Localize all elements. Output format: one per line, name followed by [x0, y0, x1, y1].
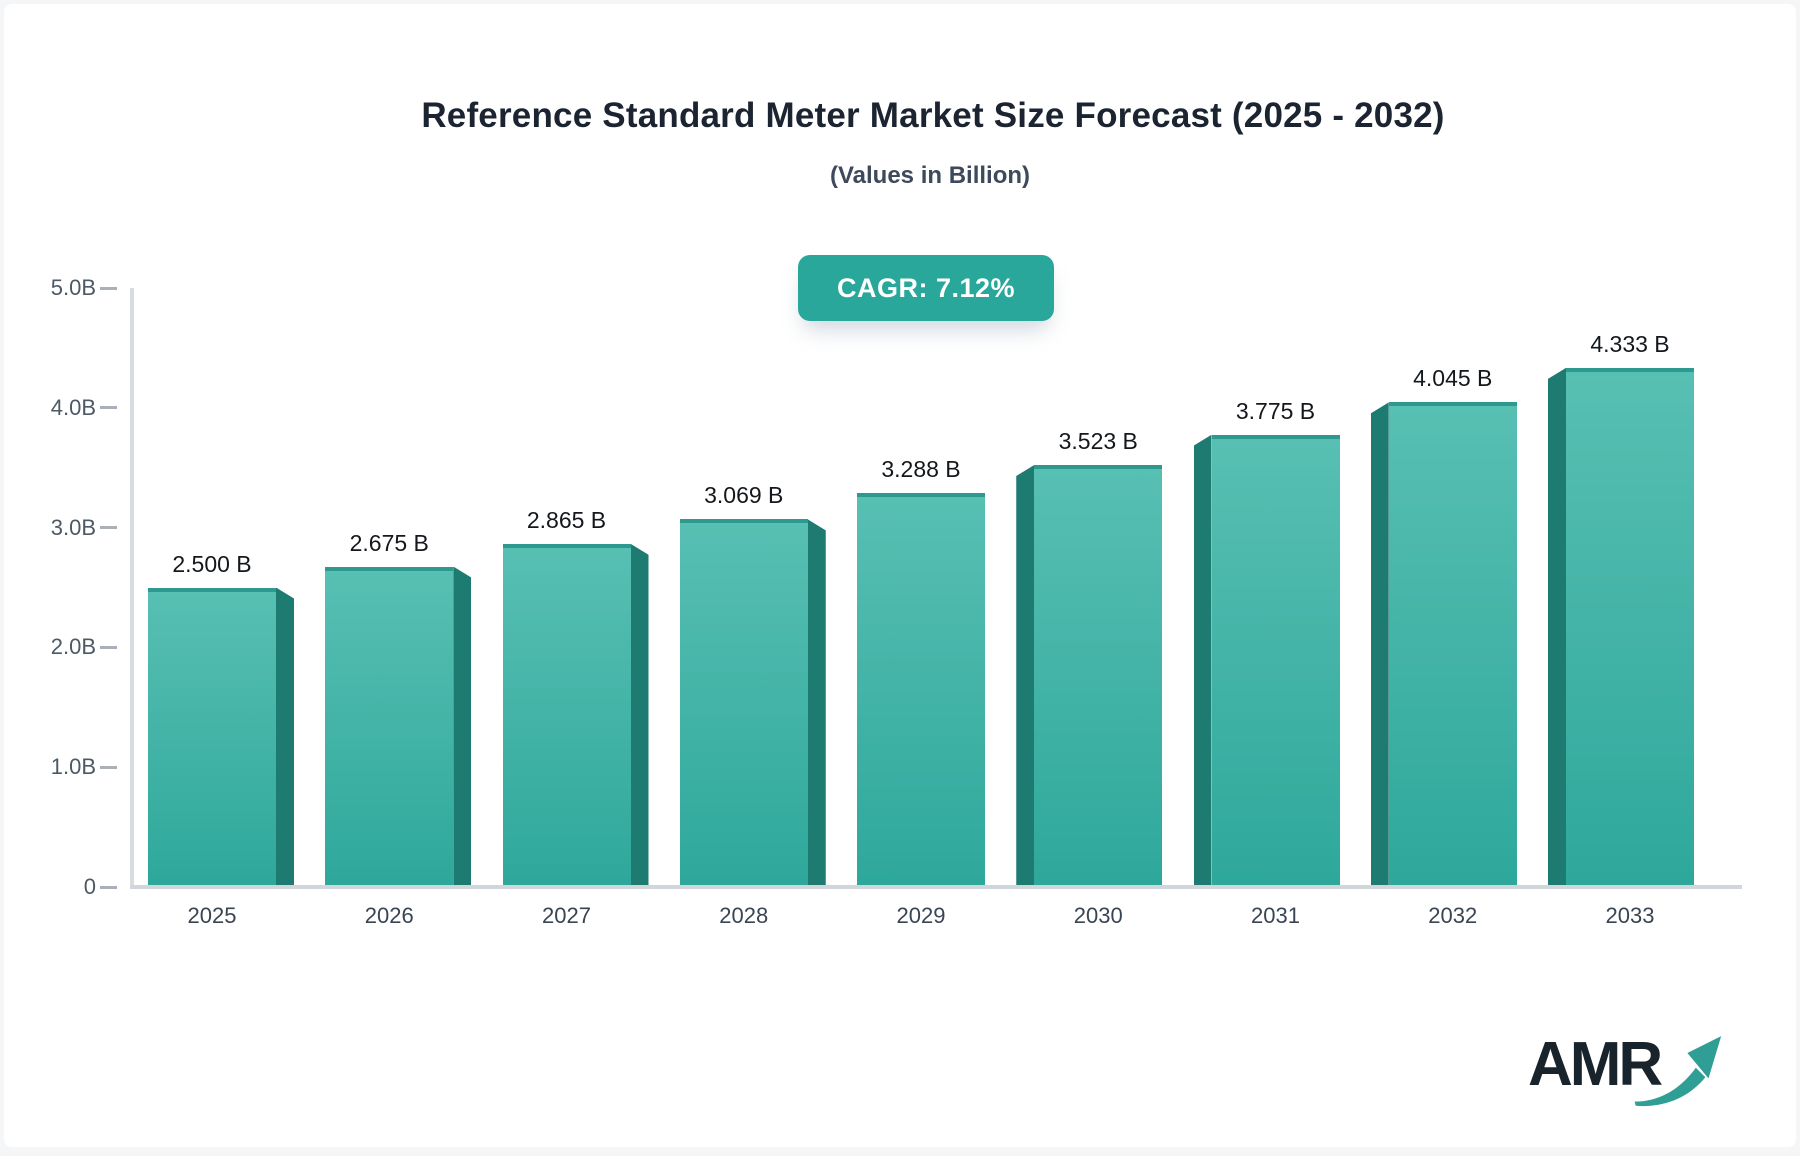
bar-side-face: [1370, 402, 1389, 885]
y-axis-tick: [100, 286, 117, 290]
bar-value-label: 2.675 B: [349, 529, 429, 556]
bar-2031[interactable]: [1211, 434, 1340, 885]
y-axis-tick: [100, 885, 117, 889]
bar-2033[interactable]: [1566, 367, 1694, 885]
bar-side-face: [1016, 464, 1035, 885]
y-axis-label: 5.0B: [50, 275, 96, 300]
bar-side-face: [276, 587, 294, 885]
bar-2026[interactable]: [325, 566, 454, 885]
bar-value-label: 3.069 B: [704, 482, 784, 509]
y-axis-label: 0: [83, 874, 96, 899]
chart-subtitle: (Values in Billion): [829, 162, 1031, 189]
x-axis-label: 2027: [542, 903, 591, 928]
y-axis-line: [130, 288, 134, 887]
x-axis-label: 2029: [896, 903, 946, 928]
y-axis-tick: [100, 765, 117, 769]
x-axis-label: 2025: [187, 903, 237, 928]
bar-side-face: [453, 566, 472, 885]
x-axis-baseline: [130, 885, 1742, 889]
bar-2032[interactable]: [1388, 402, 1517, 885]
cagr-badge-label: CAGR: 7.12%: [836, 272, 1016, 303]
chart-title: Reference Standard Meter Market Size For…: [421, 96, 1445, 135]
y-axis-tick: [100, 406, 117, 410]
bar-value-label: 2.865 B: [526, 506, 607, 533]
bar-2028[interactable]: [679, 519, 808, 885]
y-axis-label: 2.0B: [50, 634, 96, 660]
cagr-badge: CAGR: 7.12%: [798, 255, 1054, 321]
bar-side-face: [630, 543, 649, 885]
x-axis-label: 2031: [1251, 903, 1300, 928]
bar-side-face: [1193, 434, 1212, 885]
x-axis-label: 2030: [1073, 903, 1123, 928]
bar-2030[interactable]: [1034, 464, 1163, 885]
x-axis-label: 2026: [364, 903, 414, 928]
trend-up-arrow-icon: [1634, 1036, 1722, 1107]
y-axis-label: 4.0B: [50, 394, 96, 420]
bar-side-face: [807, 519, 826, 885]
bar-2029[interactable]: [857, 493, 985, 885]
bar-value-label: 3.288 B: [881, 456, 961, 483]
bar-2025[interactable]: [148, 587, 276, 885]
bar-value-label: 3.523 B: [1058, 427, 1138, 454]
y-axis-tick: [100, 526, 117, 530]
x-axis-label: 2033: [1605, 903, 1655, 928]
bar-value-label: 4.333 B: [1590, 330, 1670, 357]
bar-value-label: 4.045 B: [1413, 365, 1493, 392]
y-axis-label: 3.0B: [50, 514, 96, 540]
bar-value-label: 2.500 B: [172, 550, 252, 577]
amr-logo-text: AMR: [1528, 1030, 1663, 1099]
x-axis-label: 2032: [1428, 903, 1478, 928]
bar-side-face: [1548, 367, 1566, 885]
y-axis-label: 1.0B: [50, 754, 96, 780]
amr-logo: AMR: [1528, 1032, 1728, 1112]
bar-value-label: 3.775 B: [1235, 397, 1316, 424]
y-axis-tick: [100, 645, 117, 649]
bar-2027[interactable]: [502, 543, 631, 885]
x-axis-label: 2028: [719, 903, 769, 928]
